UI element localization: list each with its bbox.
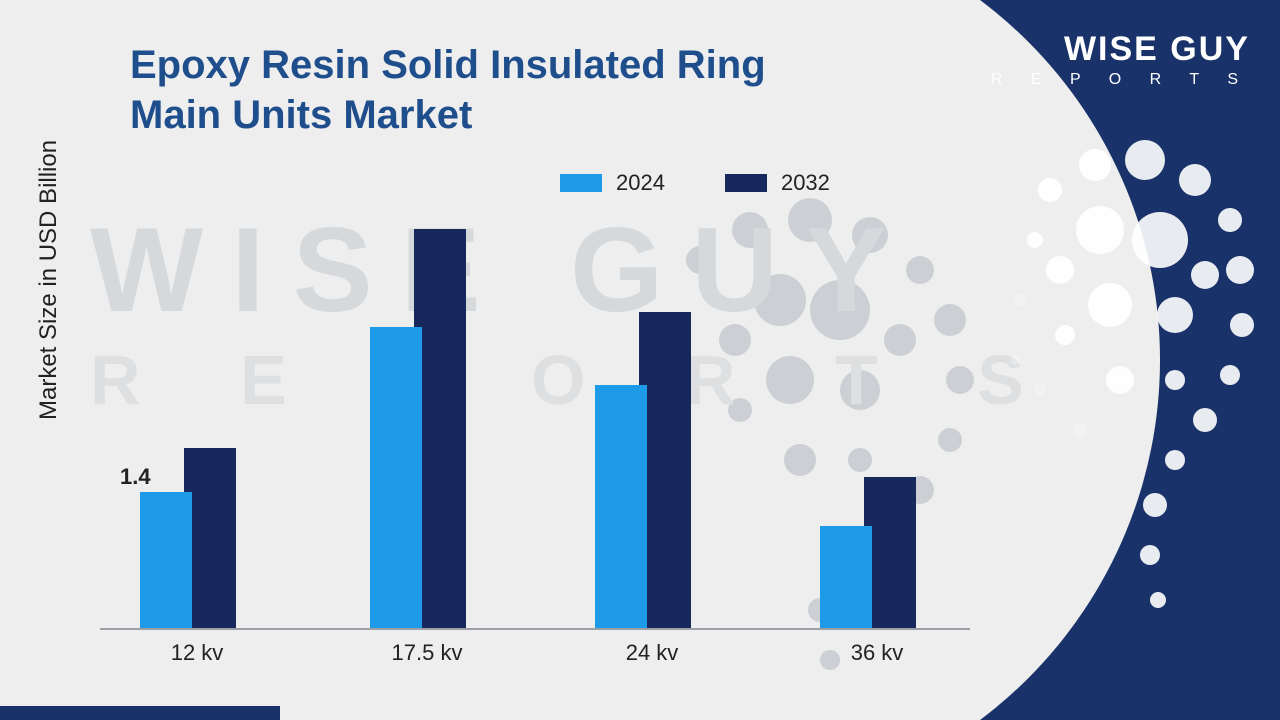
chart-title: Epoxy Resin Solid Insulated Ring Main Un… xyxy=(130,40,790,140)
category-label: 36 kv xyxy=(802,640,952,666)
category-label: 17.5 kv xyxy=(352,640,502,666)
plot-area: 1.4 12 kv17.5 kv24 kv36 kv xyxy=(100,210,970,630)
bar-2024 xyxy=(595,385,647,628)
y-axis-label: Market Size in USD Billion xyxy=(35,140,63,420)
bottom-accent-bar xyxy=(0,706,280,720)
legend: 2024 2032 xyxy=(560,170,830,196)
bar-2024 xyxy=(820,526,872,628)
brand-logo: WISE GUY R E P O R T S xyxy=(991,30,1250,89)
data-label-12kv-2024: 1.4 xyxy=(120,464,151,490)
chart-card: WISE GUY R E P O R T S Epoxy Resin Solid… xyxy=(0,0,1280,720)
legend-item-2032: 2032 xyxy=(725,170,830,196)
category-label: 24 kv xyxy=(577,640,727,666)
brand-logo-top: WISE GUY xyxy=(991,30,1250,69)
bar-2024 xyxy=(370,327,422,628)
category-label: 12 kv xyxy=(122,640,272,666)
legend-item-2024: 2024 xyxy=(560,170,665,196)
legend-swatch-2024 xyxy=(560,174,602,192)
x-axis-baseline xyxy=(100,628,970,630)
legend-label-2024: 2024 xyxy=(616,170,665,196)
legend-swatch-2032 xyxy=(725,174,767,192)
brand-logo-bottom: R E P O R T S xyxy=(991,71,1250,89)
legend-label-2032: 2032 xyxy=(781,170,830,196)
bar-2024 xyxy=(140,492,192,628)
